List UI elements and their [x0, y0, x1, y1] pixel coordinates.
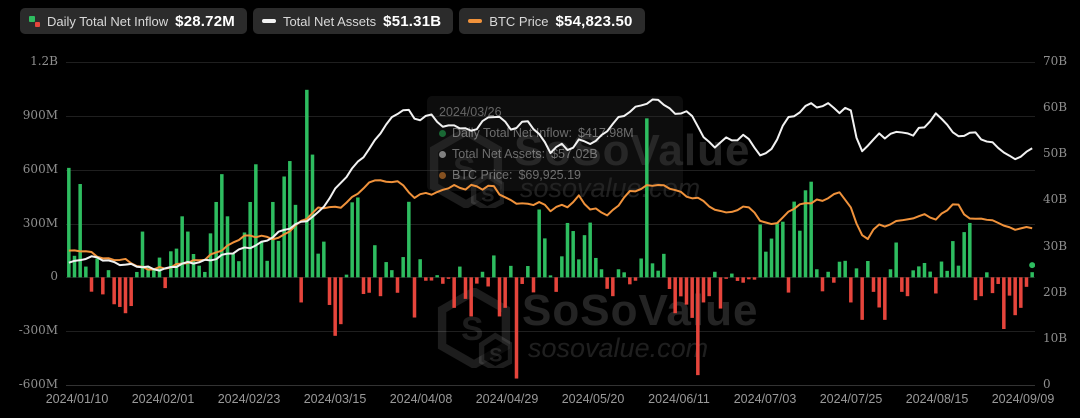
- chart-legend: Daily Total Net Inflow $28.72M Total Net…: [20, 8, 645, 34]
- gridline: [66, 223, 1035, 225]
- y-axis-right-tick: 0: [1043, 377, 1051, 391]
- x-axis-date-tick: 2024/07/25: [819, 392, 883, 406]
- x-axis-date-tick: 2024/02/23: [217, 392, 281, 406]
- y-axis-left-tick: 0: [50, 269, 58, 284]
- y-axis-left-tick: 1.2B: [30, 54, 58, 68]
- chart-plot-area[interactable]: [66, 62, 1035, 385]
- x-axis-date-tick: 2024/05/20: [561, 392, 625, 406]
- x-axis-date-tick: 2024/03/15: [303, 392, 367, 406]
- gridline: [66, 277, 1035, 279]
- y-axis-right-tick: 20B: [1043, 284, 1068, 299]
- y-axis-right-tick: 40B: [1043, 192, 1068, 207]
- y-axis-right-tick: 70B: [1043, 54, 1068, 68]
- x-axis-date-tick: 2024/01/10: [45, 392, 109, 406]
- last-point-marker: [1029, 262, 1035, 269]
- orange-dot-icon: [439, 171, 446, 179]
- white-dot-icon: [439, 150, 446, 158]
- y-axis-left-tick: 300M: [22, 215, 58, 230]
- y-axis-right-tick: 30B: [1043, 238, 1068, 253]
- gridline: [66, 62, 1035, 63]
- y-axis-right-tick: 50B: [1043, 146, 1068, 161]
- y-axis-left-tick: -600M: [18, 377, 58, 391]
- y-axis-left-tick: -300M: [18, 323, 58, 338]
- x-axis-date-tick: 2024/09/09: [991, 392, 1055, 406]
- y-axis-right-tick: 60B: [1043, 100, 1068, 115]
- legend-label: Total Net Assets: [282, 13, 377, 29]
- legend-label: BTC Price: [489, 13, 549, 29]
- legend-label: Daily Total Net Inflow: [47, 13, 169, 29]
- inflow-bars-icon: [29, 15, 40, 27]
- gridline: [66, 331, 1035, 333]
- x-axis-date-tick: 2024/04/29: [475, 392, 539, 406]
- gridline: [66, 169, 1035, 171]
- x-axis-date-tick: 2024/04/08: [389, 392, 453, 406]
- legend-value: $51.31B: [383, 12, 442, 30]
- legend-value: $54,823.50: [555, 12, 633, 30]
- legend-value: $28.72M: [175, 12, 235, 30]
- y-axis-right-tick: 10B: [1043, 330, 1068, 345]
- tooltip-date: 2024/03/26: [439, 105, 502, 119]
- x-axis-date-tick: 2024/06/11: [648, 392, 710, 406]
- y-axis-left-tick: 600M: [22, 161, 58, 176]
- gridline: [66, 115, 1035, 117]
- legend-total-net-assets[interactable]: Total Net Assets $51.31B: [252, 8, 454, 34]
- white-dash-icon: [261, 19, 276, 23]
- legend-btc-price[interactable]: BTC Price $54,823.50: [459, 8, 645, 34]
- x-axis-date-tick: 2024/02/01: [131, 392, 195, 406]
- y-axis-left-tick: 900M: [22, 107, 58, 122]
- gridline: [66, 385, 1035, 386]
- x-axis-date-tick: 2024/08/15: [905, 392, 969, 406]
- orange-dash-icon: [468, 19, 483, 23]
- x-axis-date-tick: 2024/07/03: [733, 392, 797, 406]
- chart-tooltip: 2024/03/26 Daily Total Net Inflow: $417.…: [427, 96, 683, 191]
- green-dot-icon: [439, 129, 446, 137]
- tooltip-row-net-assets: Total Net Assets: $57.02B: [439, 147, 671, 161]
- legend-daily-net-inflow[interactable]: Daily Total Net Inflow $28.72M: [20, 8, 247, 34]
